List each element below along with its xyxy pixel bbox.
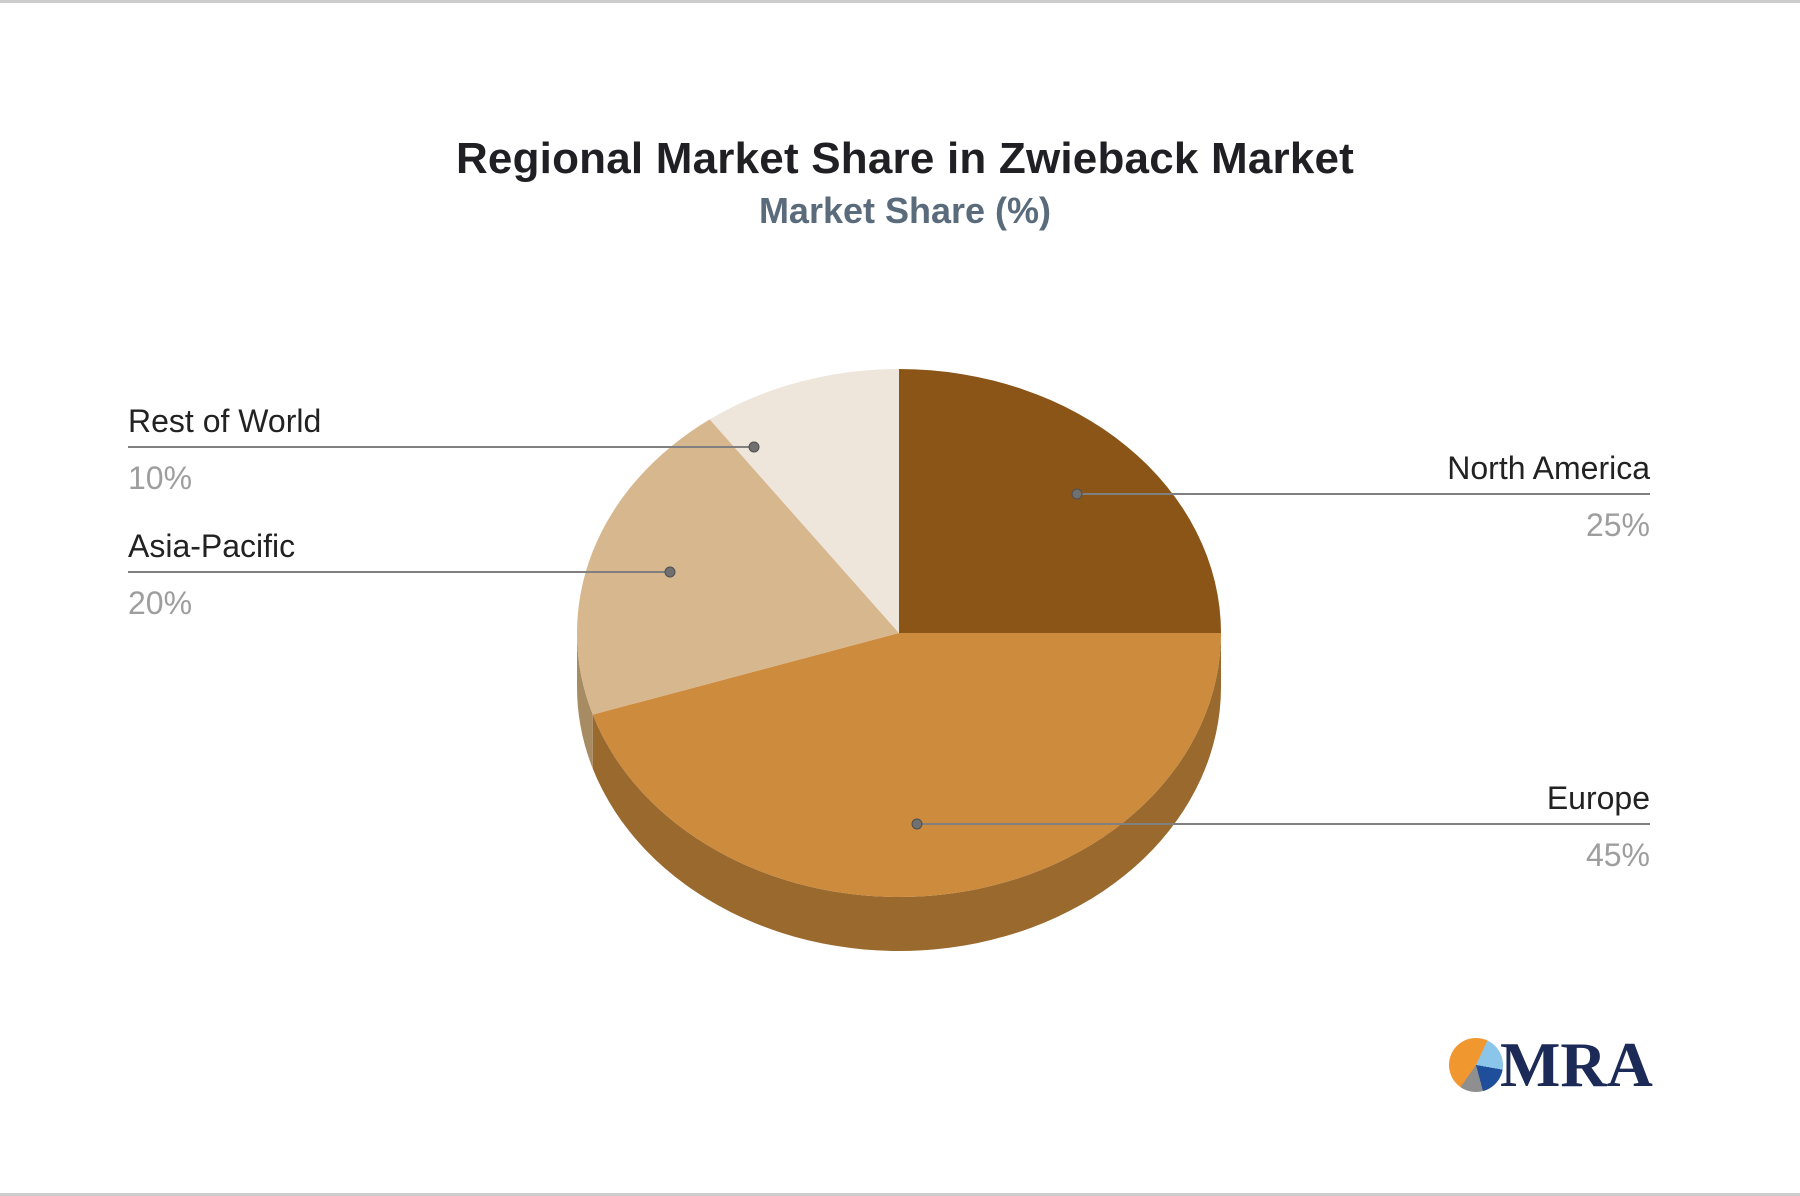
callout-label-asia-pacific: Asia-Pacific: [128, 528, 296, 564]
pie-slice-europe[interactable]: [592, 633, 1221, 897]
callout-dot-rest-of-world: [748, 441, 760, 453]
chart-title: Regional Market Share in Zwieback Market: [455, 134, 1355, 183]
callout-pct-asia-pacific: 20%: [128, 585, 193, 621]
callout-label-europe: Europe: [1546, 780, 1650, 816]
callout-dot-asia-pacific: [664, 566, 676, 578]
pie-slice-asia-pacific[interactable]: [577, 419, 899, 715]
pie-side-asia-pacific: [577, 633, 593, 769]
callout-pct-north-america: 25%: [1585, 507, 1650, 543]
pie-side-europe: [592, 633, 1221, 951]
window-top-edge: [0, 0, 1800, 3]
pie-slice-north-america[interactable]: [899, 369, 1221, 633]
mra-logo: MRA: [1449, 1029, 1653, 1100]
callout-label-rest-of-world: Rest of World: [128, 403, 322, 439]
mra-logo-pie-icon: [1449, 1038, 1503, 1092]
callout-dot-north-america: [1071, 488, 1083, 500]
callout-label-north-america: North America: [1447, 450, 1650, 486]
mra-logo-text: MRA: [1500, 1029, 1653, 1100]
chart-subtitle: Market Share (%): [758, 190, 1052, 231]
callout-dot-europe: [911, 818, 923, 830]
window-bottom-edge: [0, 1193, 1800, 1196]
pie-slice-rest-of-world[interactable]: [709, 369, 899, 633]
callout-pct-rest-of-world: 10%: [128, 460, 193, 496]
callout-pct-europe: 45%: [1585, 837, 1650, 873]
